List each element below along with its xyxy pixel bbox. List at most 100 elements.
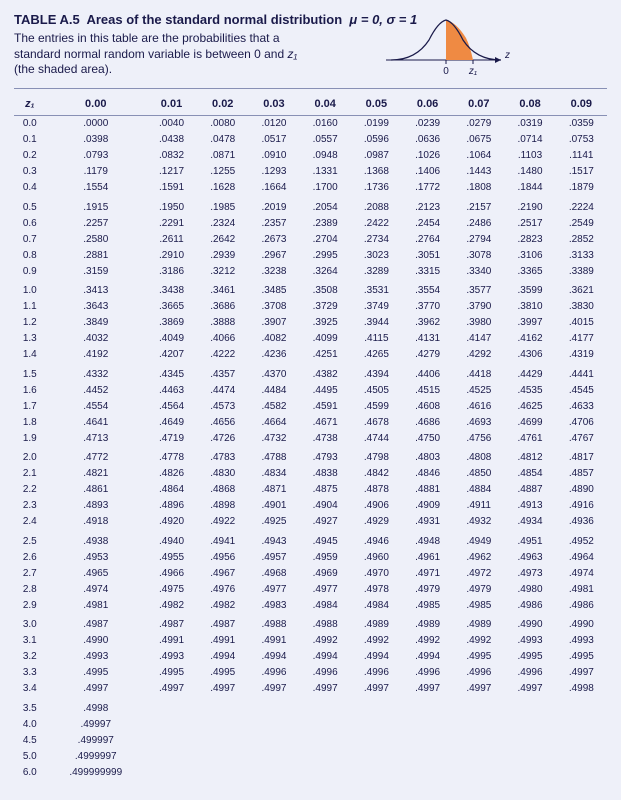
cell-value: .4976 <box>197 581 248 597</box>
cell-value: .4979 <box>453 581 504 597</box>
cell-value: .2486 <box>453 215 504 231</box>
table-row: 2.2.4861.4864.4868.4871.4875.4878.4881.4… <box>14 482 607 498</box>
cell-value: .4830 <box>197 466 248 482</box>
cell-value: .4940 <box>146 530 197 550</box>
table-row: 0.4.1554.1591.1628.1664.1700.1736.1772.1… <box>14 180 607 196</box>
cell-value: .4996 <box>453 665 504 681</box>
row-z1: 0.7 <box>14 231 46 247</box>
z-table: z₁0.000.010.020.030.040.050.060.070.080.… <box>14 93 607 781</box>
cell-value: .4761 <box>504 430 555 446</box>
cell-value: .3980 <box>453 315 504 331</box>
cell-value: .4991 <box>146 633 197 649</box>
cell-value <box>504 764 555 780</box>
cell-value: .4713 <box>46 430 146 446</box>
cell-value: .4625 <box>504 398 555 414</box>
cell-value: .4803 <box>402 446 453 466</box>
row-z1: 1.9 <box>14 430 46 446</box>
cell-value: .4641 <box>46 414 146 430</box>
cell-value: .2517 <box>504 215 555 231</box>
cell-value: .4953 <box>46 549 146 565</box>
cell-value: .4972 <box>453 565 504 581</box>
cell-value: .3790 <box>453 299 504 315</box>
cell-value: .0871 <box>197 148 248 164</box>
cell-value: .4985 <box>453 597 504 613</box>
cell-value: .3106 <box>504 247 555 263</box>
mu-label: μ = 0, <box>349 12 383 27</box>
row-z1: 2.1 <box>14 466 46 482</box>
row-z1: 3.5 <box>14 697 46 717</box>
cell-value: .4192 <box>46 347 146 363</box>
cell-value: .4861 <box>46 482 146 498</box>
cell-value: .4857 <box>556 466 607 482</box>
cell-value: .4591 <box>300 398 351 414</box>
cell-value: .4982 <box>197 597 248 613</box>
cell-value: .4918 <box>46 514 146 530</box>
cell-value: .4783 <box>197 446 248 466</box>
cell-value: .3599 <box>504 279 555 299</box>
cell-value: .4812 <box>504 446 555 466</box>
cell-value <box>351 697 402 717</box>
cell-value: .1591 <box>146 180 197 196</box>
row-z1: 0.5 <box>14 196 46 216</box>
cell-value: .4996 <box>351 665 402 681</box>
cell-value: .4970 <box>351 565 402 581</box>
cell-value: .3708 <box>248 299 299 315</box>
cell-value: .0675 <box>453 132 504 148</box>
cell-value: .4951 <box>504 530 555 550</box>
cell-value: .4115 <box>351 331 402 347</box>
cell-value: .4834 <box>248 466 299 482</box>
row-z1: 0.8 <box>14 247 46 263</box>
cell-value: .3023 <box>351 247 402 263</box>
cell-value: .4961 <box>402 549 453 565</box>
cell-value: .4981 <box>556 581 607 597</box>
cell-value: .4826 <box>146 466 197 482</box>
table-row: 2.0.4772.4778.4783.4788.4793.4798.4803.4… <box>14 446 607 466</box>
cell-value: .4573 <box>197 398 248 414</box>
table-row: 0.8.2881.2910.2939.2967.2995.3023.3051.3… <box>14 247 607 263</box>
cell-value: .4962 <box>453 549 504 565</box>
cell-value: .4997 <box>197 681 248 697</box>
row-z1: 2.5 <box>14 530 46 550</box>
row-z1: 3.4 <box>14 681 46 697</box>
top-rule <box>14 88 607 89</box>
col-header: 0.06 <box>402 93 453 116</box>
cell-value: .4357 <box>197 363 248 383</box>
cell-value: .499999999 <box>46 764 146 780</box>
cell-value: .3365 <box>504 263 555 279</box>
cell-value: .4871 <box>248 482 299 498</box>
cell-value: .4965 <box>46 565 146 581</box>
cell-value: .4922 <box>197 514 248 530</box>
cell-value: .4394 <box>351 363 402 383</box>
cell-value: .4979 <box>402 581 453 597</box>
cell-value: .0199 <box>351 115 402 132</box>
table-row: 2.5.4938.4940.4941.4943.4945.4946.4948.4… <box>14 530 607 550</box>
cell-value: .4994 <box>197 649 248 665</box>
cell-value: .4969 <box>300 565 351 581</box>
curve-label-0: 0 <box>443 66 449 77</box>
col-header: 0.02 <box>197 93 248 116</box>
cell-value: .3869 <box>146 315 197 331</box>
cell-value: .4370 <box>248 363 299 383</box>
cell-value: .4991 <box>248 633 299 649</box>
cell-value: .2642 <box>197 231 248 247</box>
cell-value: .4956 <box>197 549 248 565</box>
table-row: 6.0.499999999 <box>14 764 607 780</box>
cell-value: .4236 <box>248 347 299 363</box>
row-z1: 1.1 <box>14 299 46 315</box>
cell-value: .4719 <box>146 430 197 446</box>
col-header: 0.09 <box>556 93 607 116</box>
cell-value: .4997 <box>248 681 299 697</box>
cell-value: .4207 <box>146 347 197 363</box>
cell-value: .4993 <box>504 633 555 649</box>
subtitle-line-1: The entries in this table are the probab… <box>14 31 280 45</box>
cell-value: .4997 <box>351 681 402 697</box>
cell-value: .4941 <box>197 530 248 550</box>
cell-value: .4535 <box>504 382 555 398</box>
cell-value: .0398 <box>46 132 146 148</box>
cell-value: .0517 <box>248 132 299 148</box>
cell-value <box>504 716 555 732</box>
cell-value: .4992 <box>300 633 351 649</box>
cell-value: .2734 <box>351 231 402 247</box>
table-row: 3.1.4990.4991.4991.4991.4992.4992.4992.4… <box>14 633 607 649</box>
cell-value <box>504 748 555 764</box>
